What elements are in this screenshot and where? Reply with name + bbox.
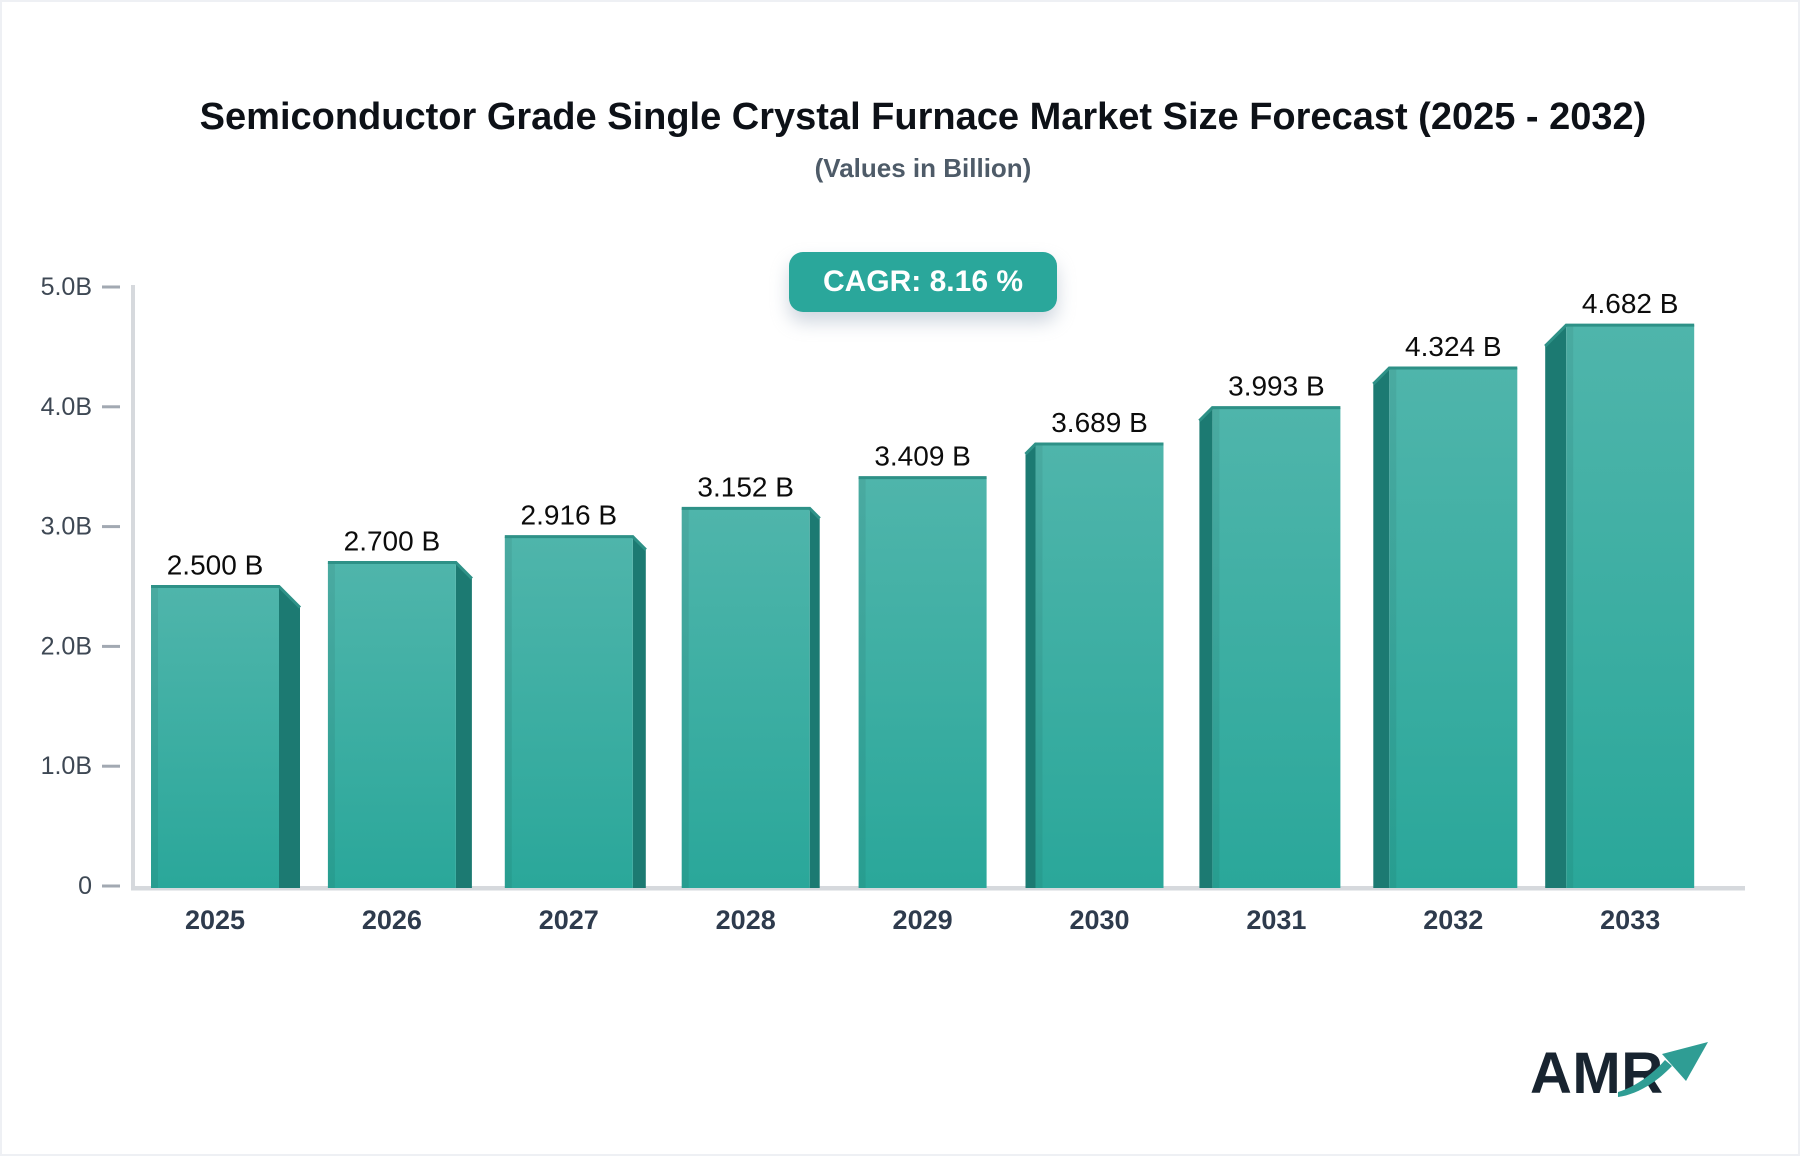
growth-arrow-icon [1618, 1042, 1708, 1097]
bar-side-face [1373, 367, 1390, 888]
bar-top-edge [151, 585, 302, 609]
bar-front-edge-shade [1389, 367, 1397, 888]
cagr-badge: CAGR: 8.16 % [788, 252, 1058, 312]
chart-header: Semiconductor Grade Single Crystal Furna… [48, 96, 1798, 184]
bar-top-edge [1544, 323, 1695, 348]
bar-front-edge-shade [151, 586, 158, 888]
bar-front-edge-shade [681, 508, 689, 888]
y-tick-label: 5.0B [41, 273, 92, 301]
y-tick [102, 644, 120, 648]
bar: 4.324 B 2032 [1372, 331, 1518, 935]
x-axis-line [131, 886, 1745, 891]
y-tick [102, 525, 120, 529]
bar-value-label: 3.152 B [697, 471, 794, 502]
bar-side-face [1025, 444, 1036, 888]
bar-top-edge [1198, 406, 1341, 422]
bar-front-edge-shade [504, 536, 512, 888]
bar-front-edge-shade [327, 562, 335, 888]
bar-value-label: 4.324 B [1405, 331, 1502, 362]
bar-front-face [1035, 444, 1164, 888]
growth-arrow-head [1662, 1042, 1708, 1081]
bar-top-edge [681, 506, 821, 520]
y-tick [102, 285, 120, 289]
y-tick-label: 1.0B [41, 752, 92, 780]
bar-top-edge [1372, 366, 1518, 386]
bar: 3.152 B 2028 [681, 471, 821, 935]
bar-top-edge [504, 535, 647, 551]
bar-front-edge-shade [1566, 325, 1574, 888]
bar-value-label: 2.700 B [344, 526, 441, 557]
bar-front-face [1566, 325, 1695, 888]
bar-value-label: 4.682 B [1582, 288, 1679, 319]
chart-title: Semiconductor Grade Single Crystal Furna… [199, 96, 1647, 138]
x-tick-label: 2031 [1246, 905, 1306, 935]
y-tick-label: 2.0B [41, 632, 92, 660]
growth-arrow-swoosh [1618, 1060, 1672, 1097]
bar-front-face [1212, 407, 1341, 888]
bar-front-edge-shade [1212, 407, 1220, 888]
bar: 2.916 B 2027 [504, 500, 647, 935]
y-tick [102, 764, 120, 768]
bar-front-face [151, 586, 279, 888]
bar-front-face [681, 508, 810, 888]
bar-side-face [455, 562, 472, 888]
y-tick-label: 0 [78, 872, 92, 900]
bar-top-edge [327, 561, 473, 580]
cagr-badge-row: CAGR: 8.16 % [48, 252, 1798, 312]
bar-value-label: 3.993 B [1228, 371, 1325, 402]
bar-front-edge-shade [1035, 444, 1043, 888]
bar-side-face [279, 586, 300, 888]
bar-side-face [1199, 407, 1213, 888]
x-tick-label: 2027 [539, 905, 599, 935]
bar-front-face [327, 562, 456, 888]
y-tick [102, 405, 120, 409]
bar-value-label: 2.916 B [521, 500, 618, 531]
amr-logo: AMR [1530, 1036, 1726, 1116]
x-tick-label: 2026 [362, 905, 422, 935]
bar-value-label: 2.500 B [167, 550, 264, 581]
x-tick-label: 2028 [716, 905, 776, 935]
bar-top-edge [1024, 442, 1164, 456]
bar-value-label: 3.409 B [874, 441, 971, 472]
x-tick-label: 2030 [1069, 905, 1129, 935]
bar-front-face [504, 536, 633, 888]
bar: 3.409 B 2029 [858, 441, 987, 935]
bar-side-face [809, 508, 820, 888]
y-axis-line [131, 285, 135, 890]
x-tick-label: 2032 [1423, 905, 1483, 935]
x-tick-label: 2029 [893, 905, 953, 935]
x-tick-label: 2033 [1600, 905, 1660, 935]
y-tick-label: 3.0B [41, 513, 92, 541]
x-tick-label: 2025 [185, 905, 245, 935]
bar: 2.700 B 2026 [327, 526, 473, 935]
y-tick [102, 884, 120, 888]
bar: 3.689 B 2030 [1024, 407, 1164, 935]
amr-logo-text: AMR [1530, 1041, 1664, 1106]
y-tick-label: 4.0B [41, 393, 92, 421]
bar-front-edge-shade [858, 477, 866, 888]
bar-value-label: 3.689 B [1051, 407, 1148, 438]
bar-front-face [858, 477, 987, 888]
bar: 2.500 B 2025 [151, 550, 302, 935]
bar-front-face [1389, 367, 1518, 888]
bar-side-face [1545, 325, 1567, 888]
bar-side-face [632, 536, 646, 888]
bar: 3.993 B 2031 [1198, 371, 1341, 935]
chart-subtitle: (Values in Billion) [814, 152, 1032, 183]
bar: 4.682 B 2033 [1544, 288, 1695, 935]
